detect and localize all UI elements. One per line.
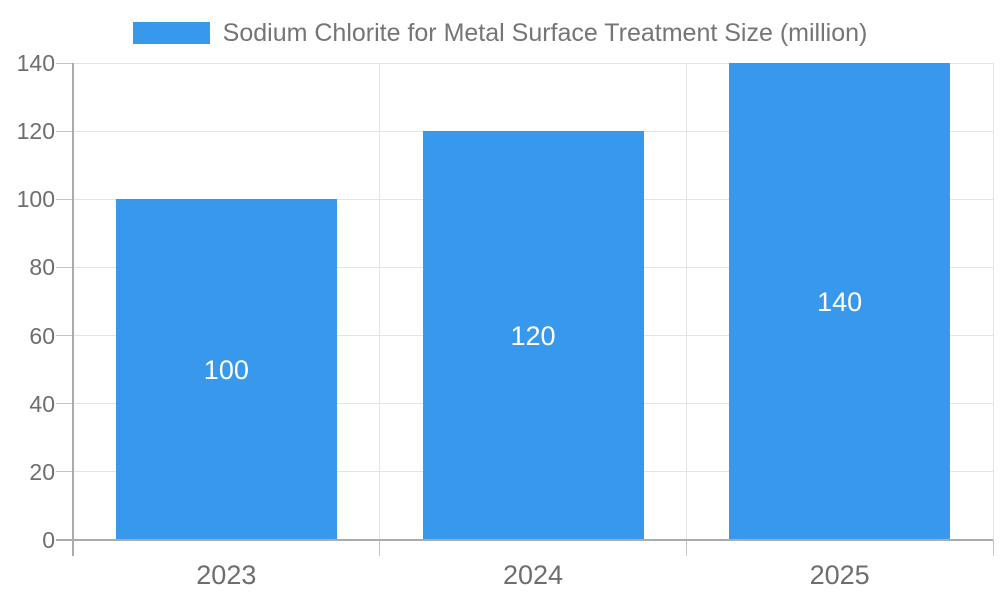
y-axis-tick <box>56 335 73 337</box>
x-axis-tick <box>992 540 994 556</box>
x-axis-tick-label: 2024 <box>502 560 564 590</box>
gridline-vertical <box>379 63 381 540</box>
bar-value-label: 120 <box>510 320 556 351</box>
gridline-vertical <box>992 63 994 540</box>
y-axis-tick-label: 20 <box>29 458 55 485</box>
y-axis-tick <box>56 266 73 268</box>
bar-value-label: 100 <box>203 354 249 385</box>
legend-swatch-icon <box>132 22 210 44</box>
y-axis-tick-label: 60 <box>29 322 55 349</box>
bar-2023 <box>115 199 337 540</box>
y-axis-tick <box>56 471 73 473</box>
bar-value-label: 140 <box>817 286 863 317</box>
bar-2025 <box>729 63 951 540</box>
x-axis-tick <box>379 540 381 556</box>
y-axis-tick <box>56 130 73 132</box>
y-axis-tick-label: 140 <box>16 50 55 76</box>
gridline-horizontal <box>73 62 993 64</box>
bar-2024 <box>422 131 644 540</box>
y-axis-tick-label: 100 <box>16 186 55 213</box>
legend-series-label: Sodium Chlorite for Metal Surface Treatm… <box>222 19 868 47</box>
y-axis-tick-label: 80 <box>29 254 55 281</box>
x-axis-tick <box>685 540 687 556</box>
y-axis-tick <box>56 62 73 64</box>
y-axis-tick-label: 120 <box>16 118 55 145</box>
x-axis-tick-label: 2025 <box>809 560 870 590</box>
y-axis-tick <box>56 198 73 200</box>
y-axis-tick-label: 40 <box>29 390 55 417</box>
gridline-vertical <box>685 63 687 540</box>
y-axis-tick <box>56 403 73 405</box>
legend[interactable]: Sodium Chlorite for Metal Surface Treatm… <box>0 20 1000 46</box>
x-axis-tick-label: 2023 <box>196 560 257 590</box>
x-axis-line <box>56 539 993 541</box>
y-axis-tick-label: 0 <box>42 527 55 553</box>
y-axis-line <box>72 63 74 556</box>
